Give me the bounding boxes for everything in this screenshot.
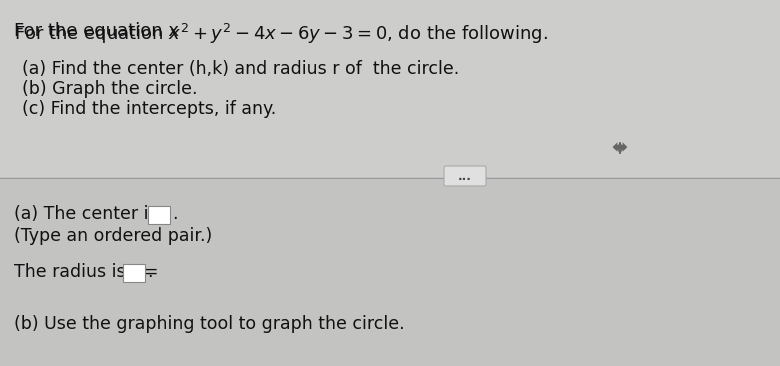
Text: (b) Graph the circle.: (b) Graph the circle. <box>22 80 197 98</box>
Bar <box>0 180 780 366</box>
Text: .: . <box>172 205 178 223</box>
Text: For the equation x: For the equation x <box>14 22 179 40</box>
Text: (c) Find the intercepts, if any.: (c) Find the intercepts, if any. <box>22 100 276 118</box>
Text: (a) The center is: (a) The center is <box>14 205 158 223</box>
Text: ⊕: ⊕ <box>609 136 630 160</box>
Text: (a) Find the center (h,k) and radius r of  the circle.: (a) Find the center (h,k) and radius r o… <box>22 60 459 78</box>
Text: (b) Use the graphing tool to graph the circle.: (b) Use the graphing tool to graph the c… <box>14 315 405 333</box>
Text: ⬌: ⬌ <box>612 138 628 157</box>
Text: (Type an ordered pair.): (Type an ordered pair.) <box>14 227 212 245</box>
Bar <box>148 206 170 224</box>
Bar <box>0 0 780 180</box>
Text: The radius is r =: The radius is r = <box>14 263 158 281</box>
Text: For the equation $x^2 + y^2 - 4x - 6y - 3 = 0$, do the following.: For the equation $x^2 + y^2 - 4x - 6y - … <box>14 22 548 46</box>
FancyBboxPatch shape <box>444 166 486 186</box>
Bar <box>123 264 145 282</box>
Text: ...: ... <box>458 169 472 183</box>
Text: .: . <box>147 263 153 281</box>
